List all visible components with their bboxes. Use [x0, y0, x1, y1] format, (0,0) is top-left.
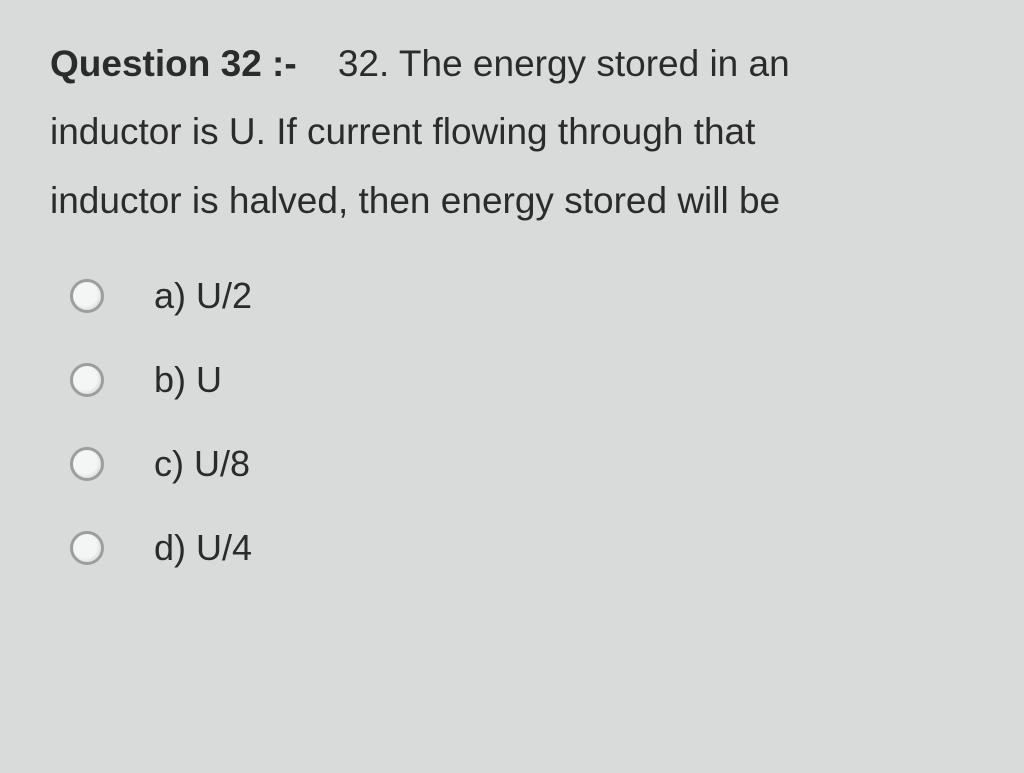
question-line-2: inductor is U. If current flowing throug…	[50, 111, 755, 152]
question-number: 32.	[338, 43, 389, 84]
radio-icon[interactable]	[70, 447, 104, 481]
option-a[interactable]: a) U/2	[70, 275, 984, 317]
option-d[interactable]: d) U/4	[70, 527, 984, 569]
option-label: a) U/2	[154, 275, 252, 317]
question-text-block: Question 32 :- 32. The energy stored in …	[50, 30, 984, 235]
question-page: Question 32 :- 32. The energy stored in …	[0, 0, 1024, 569]
radio-icon[interactable]	[70, 363, 104, 397]
radio-icon[interactable]	[70, 279, 104, 313]
option-label: d) U/4	[154, 527, 252, 569]
question-line-1: The energy stored in an	[399, 43, 790, 84]
question-label: Question 32 :-	[50, 43, 297, 84]
option-c[interactable]: c) U/8	[70, 443, 984, 485]
question-line-3: inductor is halved, then energy stored w…	[50, 180, 780, 221]
option-b[interactable]: b) U	[70, 359, 984, 401]
option-label: b) U	[154, 359, 222, 401]
radio-icon[interactable]	[70, 531, 104, 565]
options-list: a) U/2 b) U c) U/8 d) U/4	[50, 275, 984, 569]
option-label: c) U/8	[154, 443, 250, 485]
